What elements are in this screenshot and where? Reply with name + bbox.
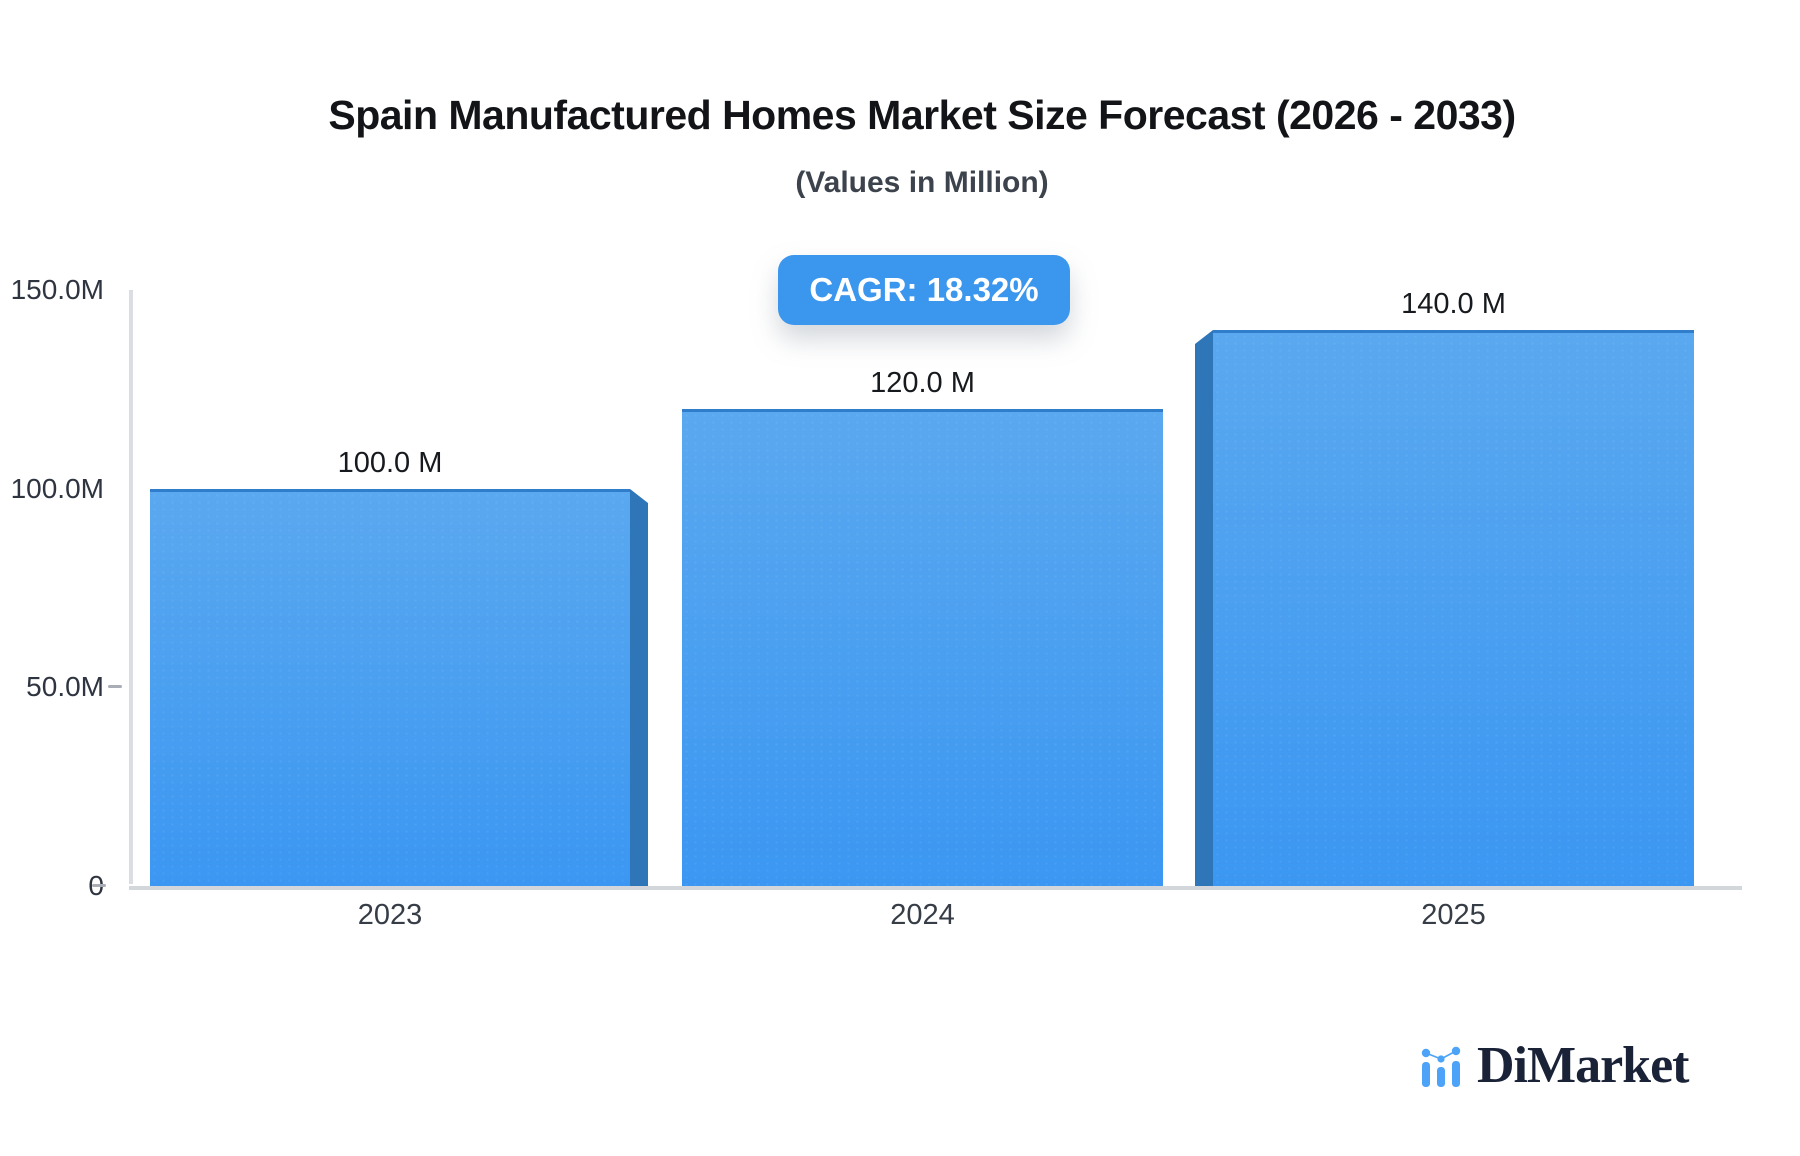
y-axis-tick-label: 0 [0,869,104,903]
x-axis-category-label: 2024 [890,899,955,931]
y-axis-line [129,290,133,884]
bar-texture-overlay [1213,333,1694,886]
x-axis-line [129,886,1742,890]
bar-2023 [150,489,630,886]
brand-logo: DiMarket [1420,1037,1689,1094]
chart-subtitle: (Values in Million) [795,166,1049,199]
x-axis-category-label: 2023 [357,899,423,931]
y-axis-tick-mark [108,685,122,689]
bar-3d-side-2025 [1195,330,1213,886]
bar-value-label: 120.0 M [870,367,975,399]
x-axis-category-label: 2025 [1421,899,1486,931]
y-axis-tick-label: 100.0M [10,472,104,504]
bar-value-label: 100.0 M [337,447,443,479]
dimarket-bars-logo-icon [1421,1046,1461,1087]
y-axis-tick-label: 50.0M [26,671,104,703]
bar-3d-side-2023 [630,489,648,886]
chart-title: Spain Manufactured Homes Market Size For… [328,92,1516,138]
bar-2025 [1213,330,1694,886]
bar-value-label: 140.0 M [1401,288,1506,320]
cagr-badge: CAGR: 18.32% [778,255,1070,325]
y-axis-tick-mark [92,884,106,887]
bar-texture-overlay [150,492,630,886]
y-axis-tick-label: 150.0M [10,274,104,305]
bar-2024 [682,409,1163,886]
bar-texture-overlay [682,412,1163,886]
brand-logo-text: DiMarket [1477,1037,1689,1094]
